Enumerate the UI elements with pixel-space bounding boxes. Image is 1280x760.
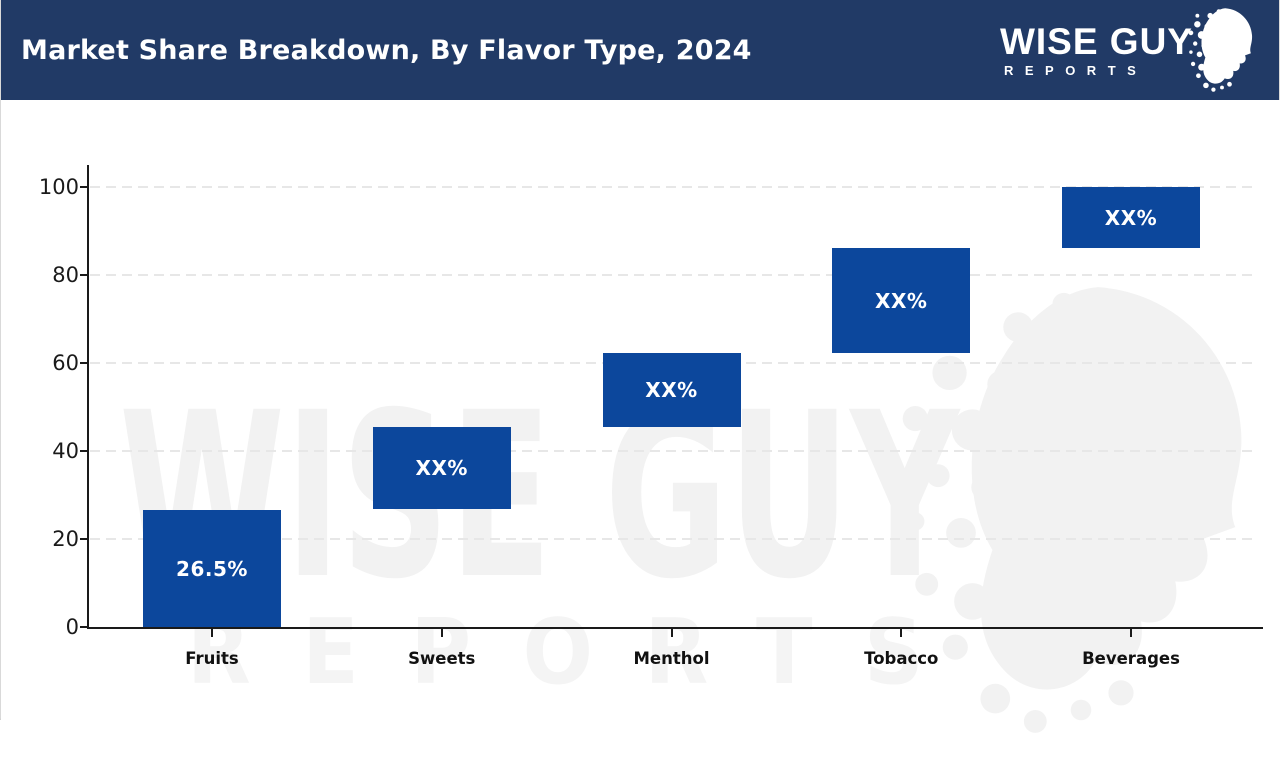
bar-tobacco: XX%: [832, 248, 971, 353]
gridline-80: [90, 274, 1253, 276]
bar-beverages: XX%: [1062, 187, 1200, 249]
x-tick-beverages: [1130, 629, 1132, 637]
y-tick-60: [80, 362, 87, 364]
gridline-20: [90, 538, 1253, 540]
bar-fruits: 26.5%: [143, 510, 281, 627]
x-tick-menthol: [670, 629, 673, 637]
y-tick-label-60: 60: [52, 351, 79, 375]
y-tick-label-40: 40: [52, 439, 79, 463]
watermark-head-dots-icon: [902, 287, 1242, 733]
chart-canvas: WISE GUY REPORTS 0 20 40 60 80 100 26.5% Fruits…: [1, 100, 1280, 733]
y-tick-20: [80, 538, 87, 540]
report-page: Market Share Breakdown, By Flavor Type, …: [0, 0, 1280, 733]
x-tick-label-beverages: Beverages: [1082, 649, 1180, 668]
y-tick-label-100: 100: [38, 175, 79, 199]
x-tick-label-sweets: Sweets: [408, 649, 476, 668]
y-tick-100: [80, 186, 87, 188]
y-tick-80: [80, 274, 87, 276]
gridline-100: [90, 186, 1253, 188]
x-tick-label-menthol: Menthol: [633, 649, 710, 668]
report-header: Market Share Breakdown, By Flavor Type, …: [1, 0, 1279, 100]
watermark-reports: REPORTS: [187, 600, 976, 705]
logo-wordmark-line1: WISE GUY: [999, 21, 1193, 62]
y-tick-40: [80, 450, 87, 452]
logo-wordmark-line2: REPORTS: [1003, 63, 1148, 78]
bar-value-label-sweets: XX%: [415, 455, 468, 480]
plot-area: 0 20 40 60 80 100 26.5% Fruits XX% Sweets XX% Menth…: [1, 100, 1280, 720]
logo-wordmark: WISE GUY REPORTS: [1000, 23, 1193, 77]
x-tick-fruits: [211, 629, 213, 637]
y-tick-0: [80, 626, 87, 628]
page-title: Market Share Breakdown, By Flavor Type, …: [21, 34, 752, 66]
x-tick-sweets: [440, 629, 443, 637]
bar-value-label-fruits: 26.5%: [176, 556, 248, 581]
x-tick-label-tobacco: Tobacco: [864, 649, 939, 668]
y-tick-label-20: 20: [52, 527, 79, 551]
logo-head-dots-icon: [1188, 8, 1253, 92]
x-tick-label-fruits: Fruits: [185, 649, 239, 668]
x-tick-tobacco: [900, 629, 903, 637]
bar-value-label-menthol: XX%: [645, 377, 698, 402]
bar-value-label-beverages: XX%: [1104, 205, 1158, 230]
y-tick-label-0: 0: [65, 615, 79, 639]
bar-sweets: XX%: [372, 426, 511, 510]
y-tick-label-80: 80: [52, 263, 79, 287]
bar-menthol: XX%: [602, 352, 741, 427]
gridline-40: [90, 450, 1253, 452]
wise-guy-reports-logo: WISE GUY REPORTS: [1000, 5, 1265, 95]
x-axis-line: [87, 627, 1263, 629]
bar-value-label-tobacco: XX%: [875, 288, 928, 313]
y-axis-line: [87, 165, 89, 629]
